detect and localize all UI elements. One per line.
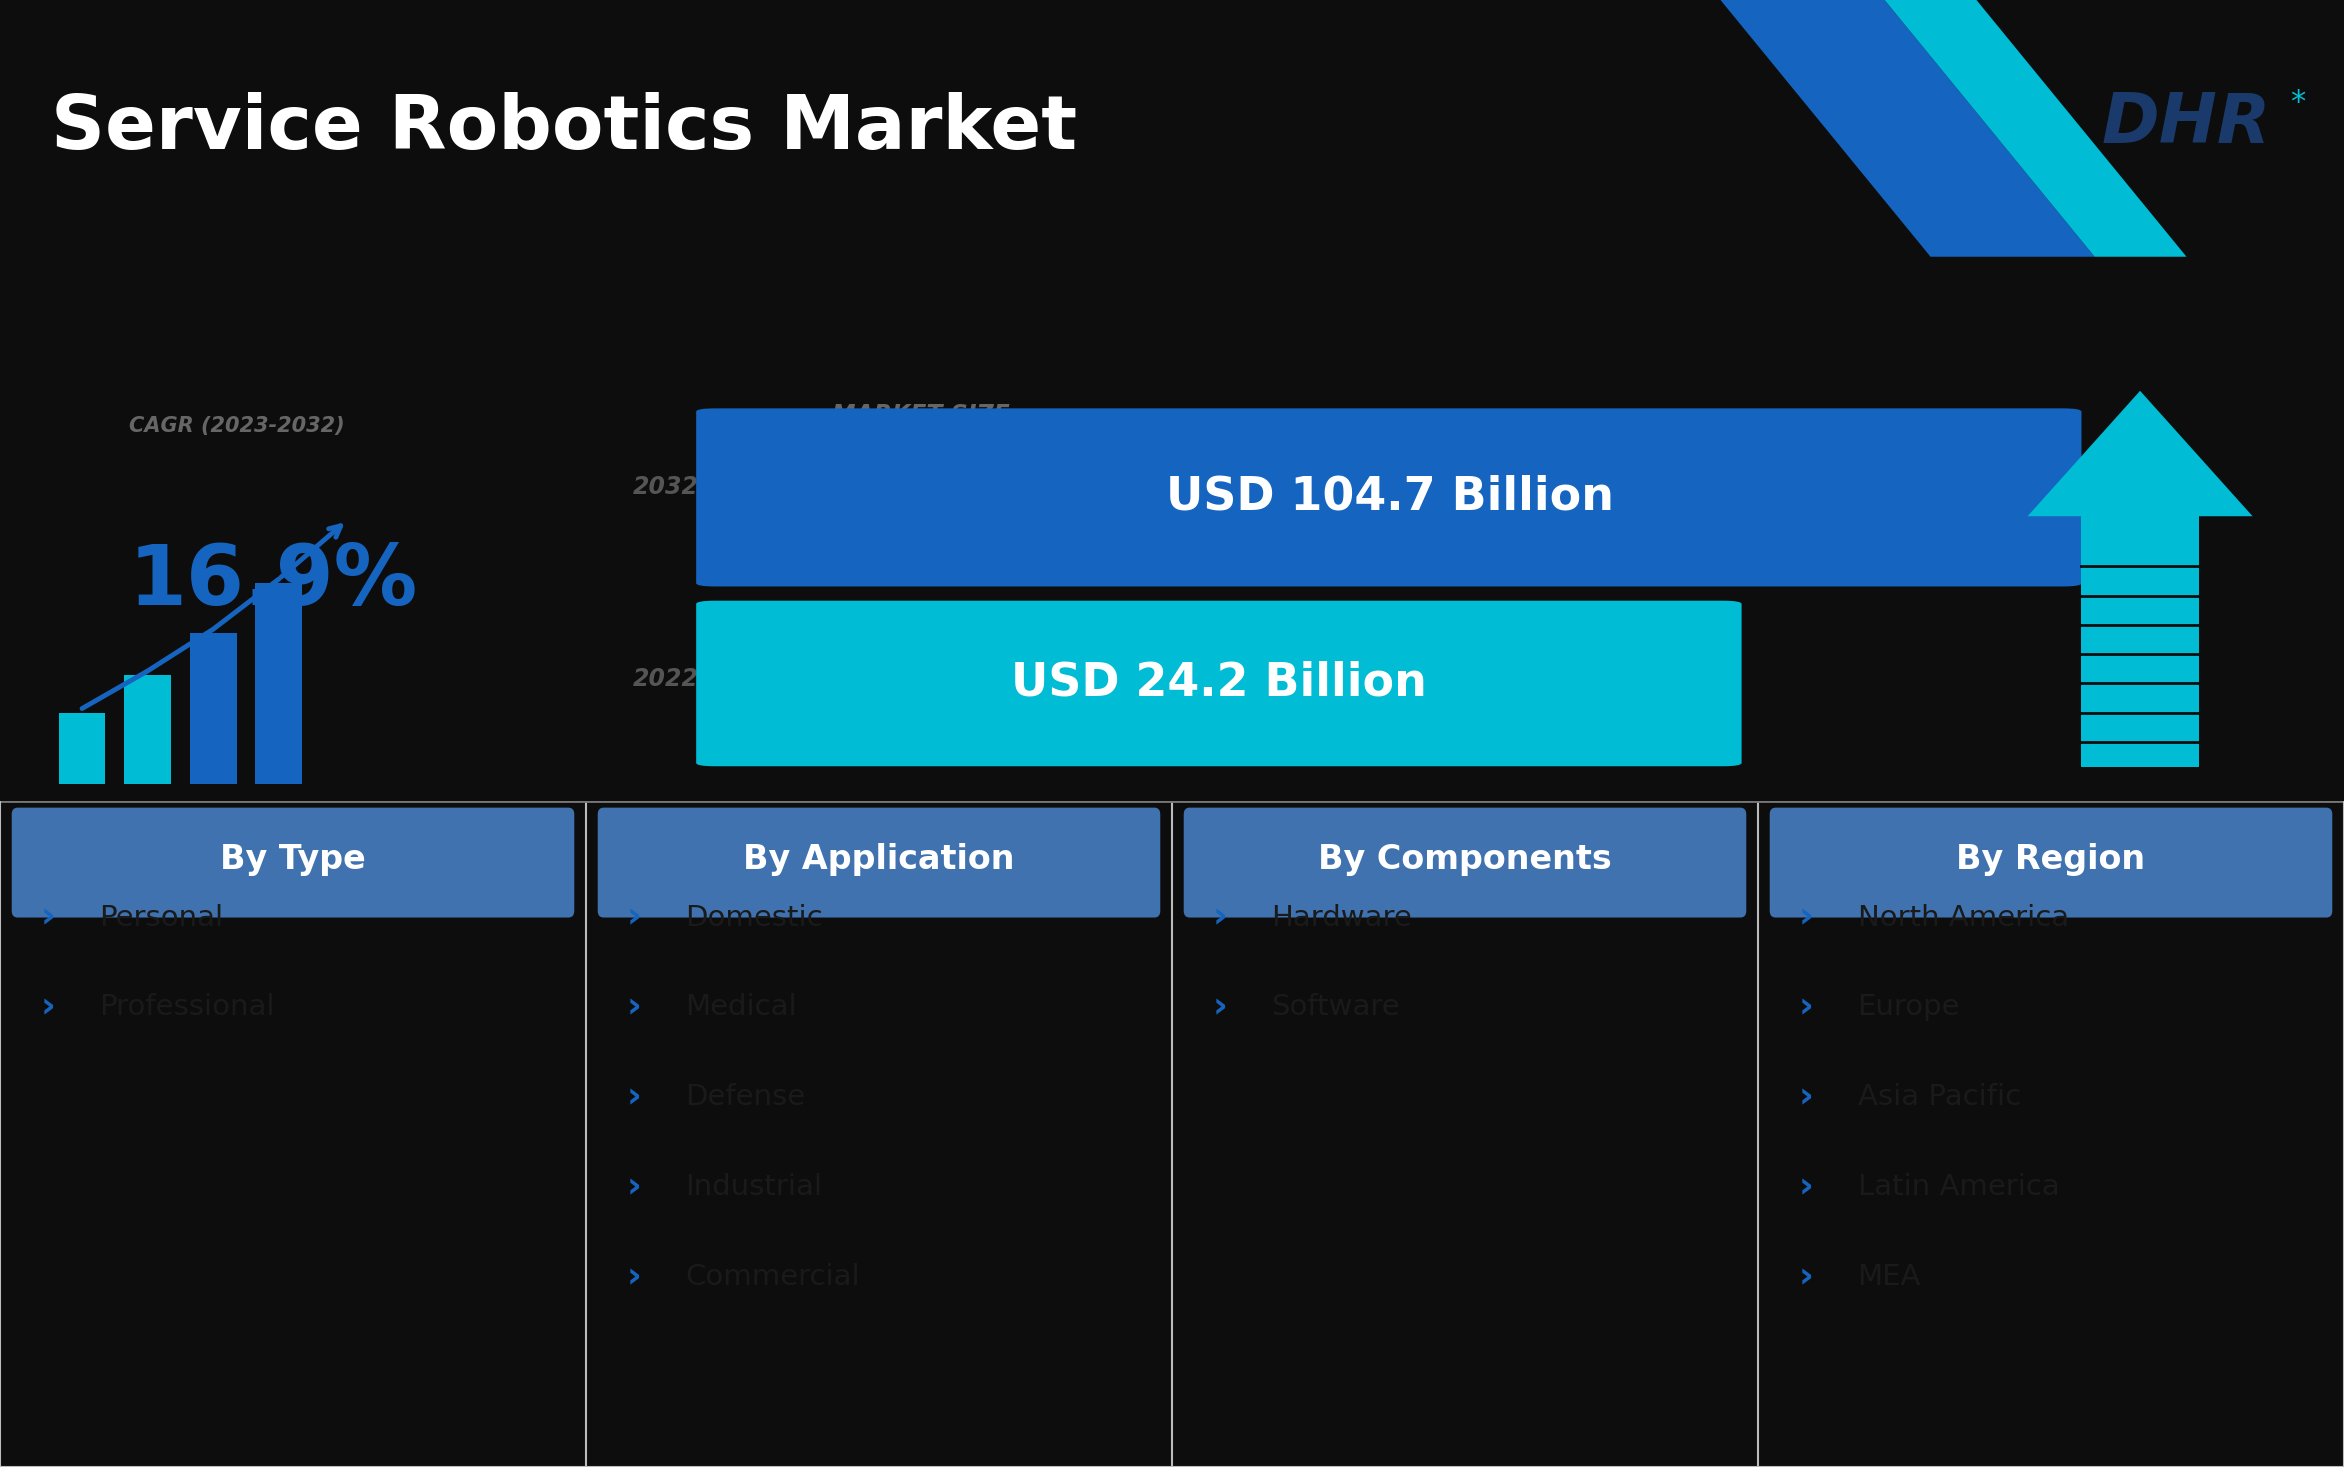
Text: ›: › (1800, 1080, 1814, 1115)
Text: ›: › (628, 1080, 642, 1115)
Text: 16.9%: 16.9% (129, 541, 417, 622)
FancyBboxPatch shape (59, 713, 105, 783)
FancyBboxPatch shape (255, 584, 302, 783)
Text: Industrial: Industrial (684, 1174, 823, 1201)
Text: ›: › (1800, 901, 1814, 934)
Text: ›: › (1800, 1260, 1814, 1294)
Text: ›: › (42, 990, 56, 1024)
Text: By Type: By Type (220, 842, 366, 876)
Text: Commercial: Commercial (684, 1263, 860, 1291)
FancyBboxPatch shape (1184, 808, 1746, 917)
Text: Defense: Defense (684, 1083, 806, 1112)
Text: ›: › (1800, 990, 1814, 1024)
Text: By Region: By Region (1957, 842, 2145, 876)
Text: Europe: Europe (1856, 993, 1960, 1021)
Text: DHR: DHR (2103, 89, 2271, 157)
Text: By Application: By Application (743, 842, 1015, 876)
Text: *: * (2290, 88, 2306, 117)
Text: ›: › (42, 901, 56, 934)
Polygon shape (1885, 0, 2187, 257)
Text: Hardware: Hardware (1270, 904, 1413, 932)
Text: ›: › (628, 990, 642, 1024)
Text: USD 24.2 Billion: USD 24.2 Billion (1010, 662, 1427, 706)
FancyBboxPatch shape (2081, 516, 2199, 767)
Text: 2032: 2032 (633, 475, 699, 499)
Polygon shape (2028, 390, 2253, 516)
Text: Domestic: Domestic (684, 904, 823, 932)
FancyBboxPatch shape (696, 600, 1742, 766)
Text: MARKET SIZE: MARKET SIZE (832, 403, 1010, 427)
Text: ›: › (628, 1171, 642, 1204)
Text: ›: › (1214, 901, 1228, 934)
Text: CAGR (2023-2032): CAGR (2023-2032) (129, 417, 345, 436)
Text: Asia Pacific: Asia Pacific (1856, 1083, 2021, 1112)
Text: Medical: Medical (684, 993, 797, 1021)
Text: North America: North America (1856, 904, 2070, 932)
Text: ›: › (628, 901, 642, 934)
Text: MEA: MEA (1856, 1263, 1922, 1291)
Text: Software: Software (1270, 993, 1399, 1021)
Text: By Components: By Components (1317, 842, 1613, 876)
FancyBboxPatch shape (190, 634, 237, 783)
FancyBboxPatch shape (696, 408, 2081, 587)
Text: ›: › (1214, 990, 1228, 1024)
Text: ›: › (1800, 1171, 1814, 1204)
Text: Latin America: Latin America (1856, 1174, 2060, 1201)
Polygon shape (1720, 0, 2096, 257)
Text: Service Robotics Market: Service Robotics Market (52, 92, 1076, 164)
FancyBboxPatch shape (124, 675, 171, 783)
Text: Professional: Professional (98, 993, 274, 1021)
Text: 2022: 2022 (633, 667, 699, 691)
FancyBboxPatch shape (1770, 808, 2332, 917)
FancyBboxPatch shape (12, 808, 574, 917)
Text: USD 104.7 Billion: USD 104.7 Billion (1165, 475, 1615, 519)
Text: Personal: Personal (98, 904, 223, 932)
Text: ›: › (628, 1260, 642, 1294)
FancyBboxPatch shape (598, 808, 1160, 917)
